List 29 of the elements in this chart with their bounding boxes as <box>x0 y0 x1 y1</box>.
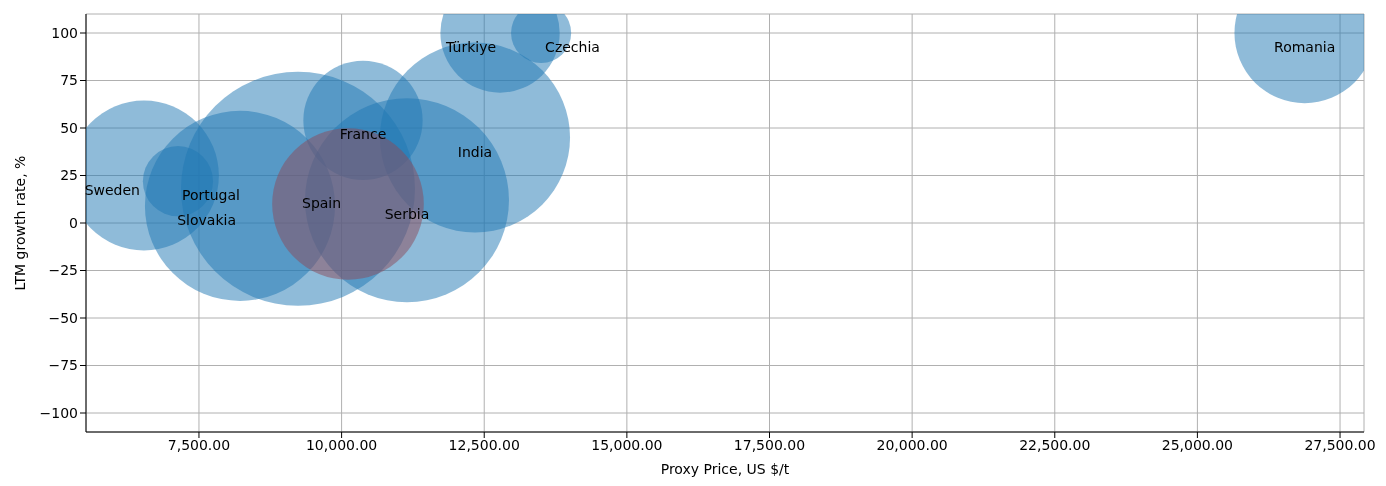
y-tick-label: 0 <box>69 214 78 231</box>
y-tick-label: −75 <box>48 357 78 374</box>
x-tick-label: 17,500.00 <box>733 436 806 453</box>
annotation: Slovakia <box>177 211 236 228</box>
annotation: Serbia <box>384 206 430 223</box>
y-tick-label: 25 <box>60 167 78 184</box>
y-tick-label: −25 <box>48 262 78 279</box>
annotation: Romania <box>1274 39 1336 55</box>
x-tick-label: 27,500.00 <box>1304 436 1376 453</box>
x-tick-label: 12,500.00 <box>448 436 520 453</box>
annotation: Türkiye <box>444 39 497 55</box>
y-tick-label: −50 <box>48 309 78 326</box>
annotation: India <box>457 143 493 160</box>
x-tick-label: 20,000.00 <box>876 436 948 453</box>
annotation: France <box>339 126 387 143</box>
y-tick-label: 50 <box>60 119 78 136</box>
annotation: Portugal <box>181 187 240 204</box>
y-tick-label: 100 <box>51 24 78 41</box>
x-tick-label: 22,500.00 <box>1019 436 1091 453</box>
annotation: Spain <box>302 194 342 211</box>
x-tick-label: 25,000.00 <box>1161 436 1234 453</box>
y-tick-label: −100 <box>39 404 78 421</box>
x-tick-label: 15,000.00 <box>591 436 663 453</box>
y-tick-label: 75 <box>60 72 78 89</box>
y-axis-title: LTM growth rate, % <box>11 155 28 291</box>
annotation: Sweden <box>84 181 140 198</box>
x-tick-label: 10,000.00 <box>305 436 378 453</box>
x-tick-label: 7,500.00 <box>167 436 231 453</box>
x-axis-title: Proxy Price, US $/t <box>660 461 790 477</box>
